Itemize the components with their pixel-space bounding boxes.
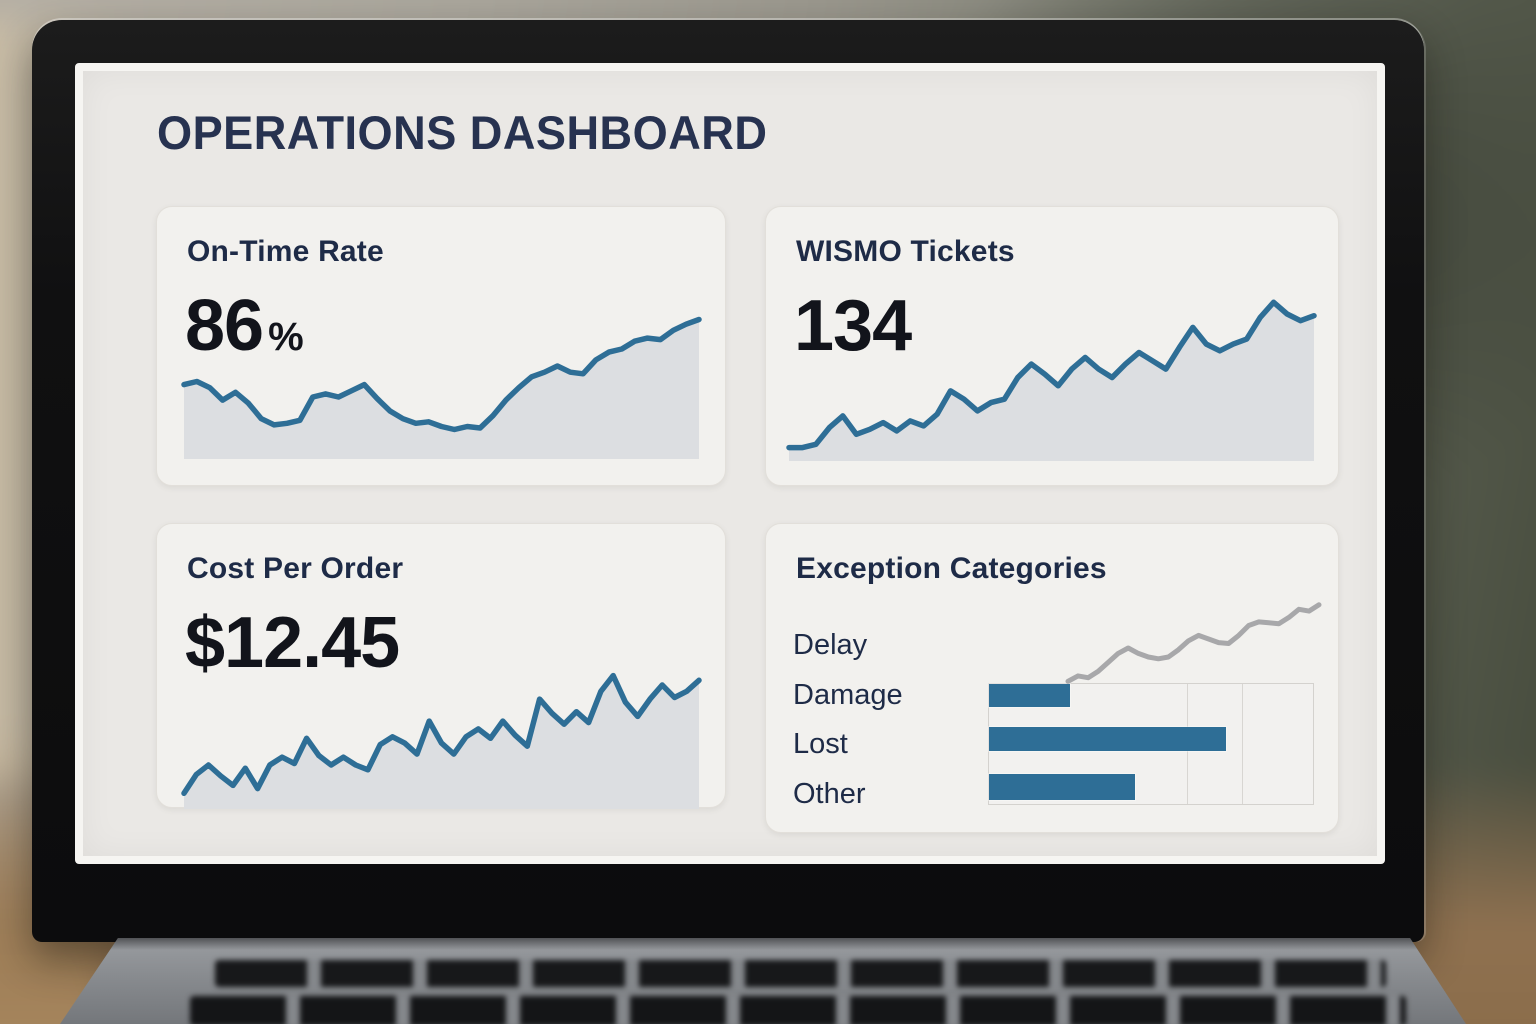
laptop-screen: OPERATIONS DASHBOARD On-Time Rate 86% WI… xyxy=(75,63,1385,864)
keyboard-row xyxy=(190,996,1406,1024)
metric-value: $12.45 xyxy=(185,603,400,683)
wismo-tickets-sparkline-chart xyxy=(786,299,1317,461)
cost-per-order-sparkline-chart xyxy=(181,672,702,809)
metric-value: 86 xyxy=(185,286,264,366)
sparkline-area-fill xyxy=(184,675,699,809)
card-exception-categories: Exception Categories Delay Damage Lost Othe… xyxy=(765,523,1339,833)
metric-value: 134 xyxy=(794,286,912,366)
card-title-wismo-tickets: WISMO Tickets xyxy=(796,235,1015,268)
category-label-other: Other xyxy=(793,777,866,810)
card-title-on-time-rate: On-Time Rate xyxy=(187,235,384,268)
exception-bar-plot xyxy=(988,683,1314,805)
page-title: OPERATIONS DASHBOARD xyxy=(157,106,768,159)
card-wismo-tickets: WISMO Tickets 134 xyxy=(765,206,1339,486)
exception-labels: Delay Damage Lost Other xyxy=(766,524,1338,832)
category-label-delay: Delay xyxy=(793,629,868,661)
on-time-rate-sparkline-chart xyxy=(181,316,702,459)
category-label-lost: Lost xyxy=(793,728,848,760)
laptop-keyboard-deck xyxy=(60,938,1466,1024)
keyboard-row xyxy=(215,960,1386,987)
card-title-exception-categories: Exception Categories xyxy=(796,552,1107,585)
sparkline-area-fill xyxy=(184,319,699,459)
card-on-time-rate: On-Time Rate 86% xyxy=(156,206,726,486)
card-cost-per-order: Cost Per Order $12.45 xyxy=(156,523,726,809)
trendline-line xyxy=(1065,602,1322,684)
laptop-bezel: OPERATIONS DASHBOARD On-Time Rate 86% WI… xyxy=(32,20,1424,942)
sparkline-line xyxy=(181,672,702,797)
bar-lost xyxy=(989,727,1226,751)
category-label-damage: Damage xyxy=(793,678,903,711)
metric-on-time-rate: 86% xyxy=(185,285,304,367)
card-title-cost-per-order: Cost Per Order xyxy=(187,552,404,585)
sparkline-line xyxy=(181,316,702,433)
bar-other xyxy=(989,774,1135,800)
metric-wismo-tickets: 134 xyxy=(794,285,916,367)
sparkline-line xyxy=(786,299,1317,451)
metric-cost-per-order: $12.45 xyxy=(185,602,404,684)
gridline xyxy=(1241,684,1243,804)
exception-trendline-chart xyxy=(1065,602,1322,684)
hinge-shadow xyxy=(60,938,1466,950)
metric-suffix: % xyxy=(268,315,304,359)
bar-damage xyxy=(989,684,1070,707)
